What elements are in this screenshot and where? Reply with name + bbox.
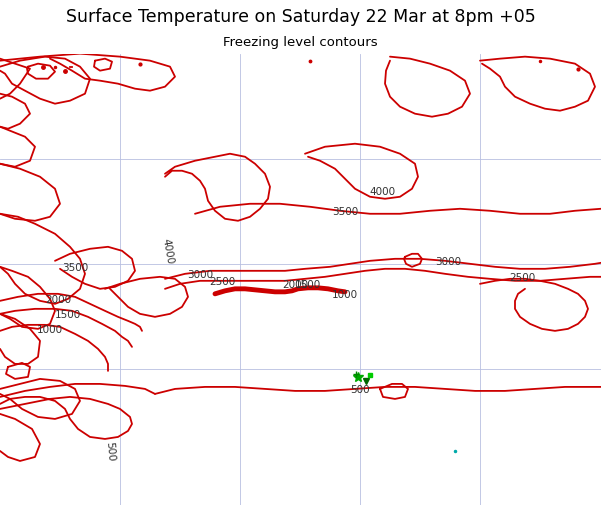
Text: 1500: 1500: [295, 279, 321, 289]
Text: 3000: 3000: [187, 269, 213, 279]
Text: Surface Temperature on Saturday 22 Mar at 8pm +05: Surface Temperature on Saturday 22 Mar a…: [66, 9, 535, 26]
Text: 2000: 2000: [282, 279, 308, 289]
Text: 1000: 1000: [332, 289, 358, 299]
Text: 4000: 4000: [369, 186, 395, 196]
Text: 2000: 2000: [45, 294, 71, 304]
Text: 3500: 3500: [332, 207, 358, 216]
Text: 1000: 1000: [37, 324, 63, 334]
Text: 1500: 1500: [55, 309, 81, 319]
Text: 500: 500: [350, 384, 370, 394]
Text: 2500: 2500: [209, 276, 235, 286]
Text: 3500: 3500: [62, 262, 88, 272]
Text: 3000: 3000: [435, 257, 461, 266]
Text: Freezing level contours: Freezing level contours: [223, 36, 378, 49]
Text: 4000: 4000: [161, 237, 175, 265]
Text: 2500: 2500: [509, 272, 535, 282]
Text: 500: 500: [104, 441, 116, 461]
